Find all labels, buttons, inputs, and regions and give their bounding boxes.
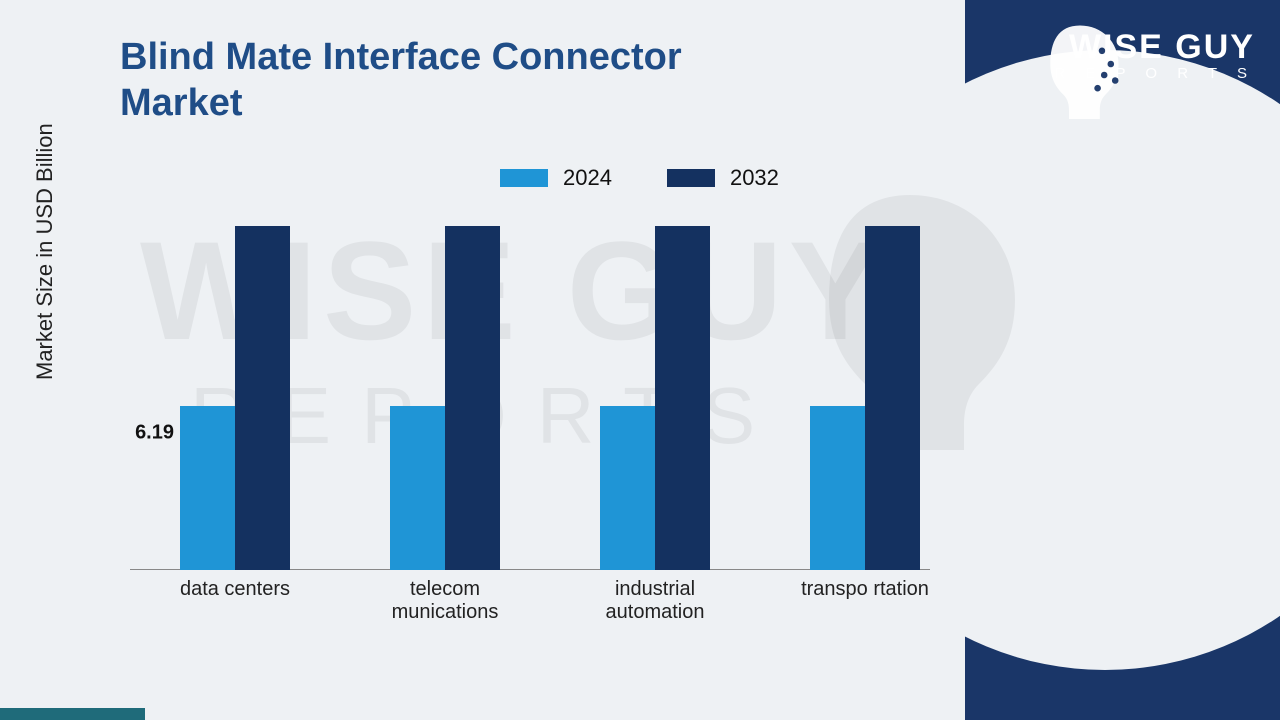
bar-2032 — [235, 226, 290, 570]
legend: 2024 2032 — [500, 165, 779, 191]
legend-item-2024: 2024 — [500, 165, 612, 191]
category-label: data centers — [165, 578, 305, 601]
category-label: industrial automation — [585, 578, 725, 624]
brand-sub-text: R E P O R T S — [1054, 66, 1255, 81]
bar-value-label: 6.19 — [135, 421, 174, 444]
bar-2024 — [600, 406, 655, 570]
legend-label-2032: 2032 — [730, 165, 779, 191]
category-label: telecom munications — [375, 578, 515, 624]
bar-2032 — [655, 226, 710, 570]
brand-text: WISE GUY R E P O R T S — [1054, 30, 1255, 81]
bar-group: telecom munications — [390, 226, 500, 570]
page-root: WISE GUY R E P O R T S Blind Mate Interf… — [0, 0, 1280, 720]
category-label: transpo rtation — [795, 578, 935, 601]
legend-swatch-2024 — [500, 169, 548, 187]
bar-2024 — [180, 406, 235, 570]
y-axis-label: Market Size in USD Billion — [32, 123, 58, 380]
brand-main-text: WISE GUY — [1054, 30, 1255, 64]
chart-plot-area: 6.19data centers telecom munications indus… — [130, 200, 930, 570]
bar-group: 6.19data centers — [180, 226, 290, 570]
legend-label-2024: 2024 — [563, 165, 612, 191]
legend-swatch-2032 — [667, 169, 715, 187]
bar-group: industrial automation — [600, 226, 710, 570]
bar-2032 — [865, 226, 920, 570]
brand-side-panel: WISE GUY R E P O R T S — [965, 0, 1280, 720]
bar-group: transpo rtation — [810, 226, 920, 570]
bar-2024 — [810, 406, 865, 570]
bar-2032 — [445, 226, 500, 570]
footer-accent-bar — [0, 708, 145, 720]
legend-item-2032: 2032 — [667, 165, 779, 191]
chart-title: Blind Mate Interface Connector Market — [120, 35, 740, 126]
bar-2024 — [390, 406, 445, 570]
